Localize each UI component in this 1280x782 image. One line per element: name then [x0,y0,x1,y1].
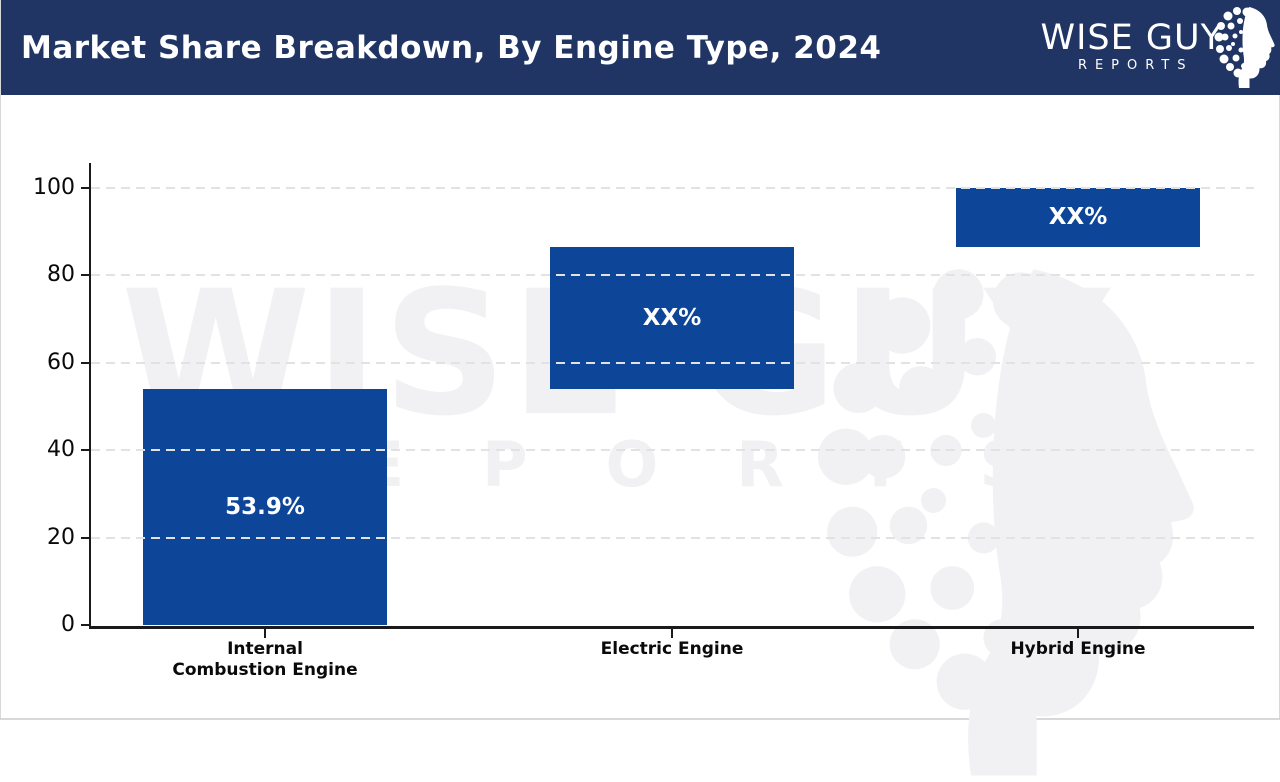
x-axis-line [89,626,1254,629]
x-tick-label-line: Hybrid Engine [1010,639,1146,659]
y-tick-80 [81,274,89,276]
y-tick-label-40: 40 [47,437,75,462]
brand-name: WISE GUY [1040,18,1223,58]
x-tick-2 [1077,629,1079,638]
page-title: Market Share Breakdown, By Engine Type, … [21,29,882,66]
gridline-40 [91,449,1254,451]
bar-hybrid-engine: XX% [956,187,1200,248]
x-tick-label-line: Internal [227,639,303,659]
gridline-80 [91,274,1254,276]
bar-value-label: XX% [642,305,702,332]
bar-internal-combustion-engine: 53.9% [143,389,387,625]
bar-value-label: XX% [1048,204,1108,231]
bar-electric-engine: XX% [550,247,794,389]
chart-area: 53.9% XX% XX% 0 20 40 60 80 100 Internal Combusti… [1,0,1279,718]
y-tick-label-60: 60 [47,349,75,375]
x-tick-label-0: Internal Combustion Engine [105,639,425,681]
gridline-100 [91,186,1254,189]
y-axis-line [89,163,91,627]
brand-logo-text: WISE GUY REPORTS [1040,19,1223,73]
y-tick-label-80: 80 [47,262,75,287]
gridline-60 [91,361,1254,364]
x-tick-label-line: Combustion Engine [172,660,358,680]
brand-head-icon [1211,4,1275,88]
y-tick-label-100: 100 [33,174,75,200]
x-tick-label-1: Electric Engine [512,639,832,660]
x-tick-label-2: Hybrid Engine [918,639,1238,660]
y-tick-60 [81,361,89,364]
plot-area: 53.9% XX% XX% [91,165,1254,627]
brand-logo: WISE GUY REPORTS [1040,4,1275,88]
y-tick-100 [81,186,89,189]
x-tick-0 [264,629,266,638]
y-tick-20 [81,536,89,539]
x-tick-1 [671,629,673,638]
y-tick-40 [81,449,89,451]
gridline-20 [91,536,1254,539]
y-tick-label-0: 0 [61,612,75,637]
bar-value-label: 53.9% [225,494,305,521]
header-bar: Market Share Breakdown, By Engine Type, … [1,0,1280,95]
y-tick-label-20: 20 [47,524,75,550]
y-tick-0 [81,624,89,626]
brand-subname: REPORTS [1077,58,1194,73]
x-tick-label-line: Electric Engine [600,639,744,659]
